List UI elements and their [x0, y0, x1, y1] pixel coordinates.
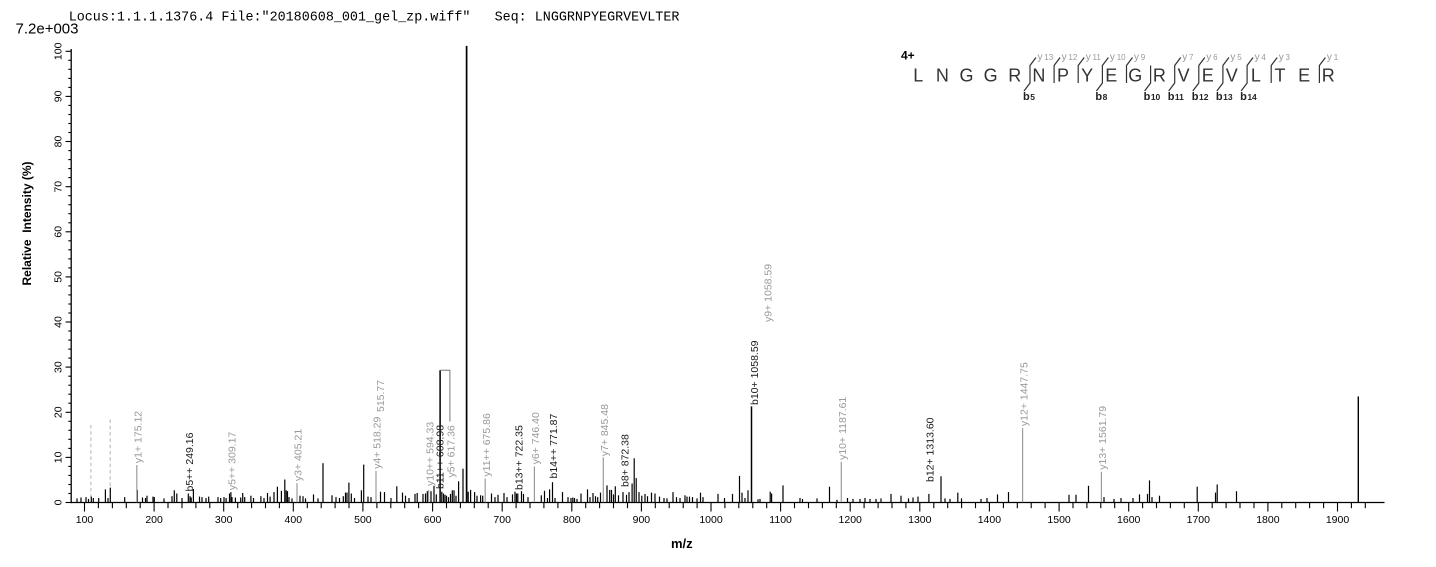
- svg-text:y7: y7: [1182, 52, 1194, 63]
- svg-text:y9: y9: [1134, 52, 1146, 63]
- svg-text:y12+ 1447.75: y12+ 1447.75: [1018, 362, 1030, 426]
- svg-text:1700: 1700: [1187, 514, 1211, 526]
- svg-text:N: N: [936, 65, 949, 85]
- svg-text:E: E: [1105, 65, 1117, 85]
- svg-text:y7+ 845.48: y7+ 845.48: [599, 404, 611, 456]
- svg-text:1900: 1900: [1326, 514, 1350, 526]
- svg-text:1200: 1200: [839, 514, 863, 526]
- svg-text:Y: Y: [1081, 65, 1093, 85]
- svg-text:y4+ 518.29: y4+ 518.29: [372, 416, 384, 468]
- svg-text:m/z: m/z: [671, 536, 693, 551]
- svg-text:y4: y4: [1255, 52, 1267, 63]
- svg-text:y9+ 1058.59: y9+ 1058.59: [763, 264, 775, 322]
- svg-text:y11++ 675.86: y11++ 675.86: [481, 413, 493, 477]
- svg-text:800: 800: [563, 514, 581, 526]
- svg-text:400: 400: [285, 514, 303, 526]
- svg-text:1100: 1100: [769, 514, 792, 526]
- svg-text:100: 100: [53, 42, 65, 60]
- svg-text:G: G: [984, 65, 998, 85]
- svg-text:0: 0: [53, 499, 65, 505]
- svg-text:b5: b5: [1023, 91, 1035, 103]
- svg-text:1000: 1000: [699, 514, 723, 526]
- svg-text:G: G: [959, 65, 973, 85]
- svg-text:L: L: [1251, 65, 1261, 85]
- svg-text:V: V: [1178, 65, 1190, 85]
- svg-text:1400: 1400: [978, 514, 1002, 526]
- svg-text:b13: b13: [1216, 91, 1233, 103]
- svg-text:20: 20: [53, 406, 65, 418]
- svg-text:y3: y3: [1279, 52, 1291, 63]
- svg-text:b13++ 722.35: b13++ 722.35: [514, 425, 526, 490]
- svg-text:R: R: [1153, 65, 1166, 85]
- svg-text:700: 700: [493, 514, 511, 526]
- svg-text:E: E: [1298, 65, 1310, 85]
- svg-text:80: 80: [53, 136, 65, 148]
- svg-text:b8+ 872.38: b8+ 872.38: [620, 434, 632, 487]
- svg-text:1300: 1300: [908, 514, 932, 526]
- svg-text:y13: y 13: [1038, 52, 1054, 63]
- svg-text:y10++ 594.33: y10++ 594.33: [424, 422, 436, 486]
- svg-text:T: T: [1275, 65, 1286, 85]
- svg-text:500: 500: [354, 514, 372, 526]
- svg-text:y3+ 405.21: y3+ 405.21: [293, 429, 305, 481]
- svg-text:600: 600: [424, 514, 442, 526]
- svg-text:y10: y 10: [1110, 52, 1126, 63]
- svg-text:y12: y 12: [1062, 52, 1078, 63]
- svg-text:y6+ 746.40: y6+ 746.40: [530, 412, 542, 464]
- svg-text:1600: 1600: [1117, 514, 1141, 526]
- svg-text:b10: b10: [1144, 91, 1161, 103]
- svg-text:b11: b11: [1168, 91, 1184, 103]
- svg-text:y1: y1: [1327, 52, 1339, 63]
- svg-text:300: 300: [215, 514, 233, 526]
- svg-text:N: N: [1032, 65, 1045, 85]
- svg-text:100: 100: [76, 514, 94, 526]
- svg-text:b12: b12: [1192, 91, 1209, 103]
- svg-text:200: 200: [145, 514, 163, 526]
- svg-text:90: 90: [53, 90, 65, 102]
- svg-text:60: 60: [53, 226, 65, 238]
- svg-text:R: R: [1322, 65, 1335, 85]
- svg-text:1500: 1500: [1047, 514, 1071, 526]
- svg-text:P: P: [1057, 65, 1069, 85]
- svg-text:y6: y6: [1206, 52, 1218, 63]
- svg-text:b8: b8: [1095, 91, 1107, 103]
- svg-text:y13+ 1561.79: y13+ 1561.79: [1097, 406, 1109, 470]
- svg-text:E: E: [1202, 65, 1214, 85]
- svg-text:30: 30: [53, 361, 65, 373]
- svg-text:y5++ 309.17: y5++ 309.17: [227, 432, 239, 491]
- svg-text:b5++ 249.16: b5++ 249.16: [184, 432, 196, 491]
- svg-text:b10+ 1058.59: b10+ 1058.59: [749, 340, 761, 405]
- svg-text:y5+ 617.36: y5+ 617.36: [446, 425, 458, 477]
- svg-text:b14: b14: [1240, 91, 1257, 103]
- svg-text:10: 10: [53, 451, 65, 463]
- svg-text:V: V: [1226, 65, 1238, 85]
- svg-text:b12+ 1313.60: b12+ 1313.60: [925, 417, 937, 482]
- svg-text:70: 70: [53, 181, 65, 193]
- svg-text:900: 900: [633, 514, 651, 526]
- svg-text:40: 40: [53, 316, 65, 328]
- svg-text:Relative Intensity (%): Relative Intensity (%): [20, 161, 34, 285]
- svg-text:y5: y5: [1230, 52, 1242, 63]
- svg-text:Locus:1.1.1.1376.4 File:"20180: Locus:1.1.1.1376.4 File:"20180608_001_ge…: [69, 11, 680, 26]
- svg-text:4+: 4+: [901, 49, 915, 63]
- svg-text:L: L: [913, 65, 923, 85]
- svg-text:R: R: [1008, 65, 1021, 85]
- svg-text:y10+ 1187.61: y10+ 1187.61: [837, 397, 849, 460]
- svg-text:y1+ 175.12: y1+ 175.12: [133, 411, 145, 463]
- svg-text:515.77: 515.77: [375, 380, 387, 412]
- svg-text:b14++ 771.87: b14++ 771.87: [548, 414, 560, 479]
- svg-text:y11: y 11: [1086, 52, 1102, 63]
- svg-text:7.2e+003: 7.2e+003: [16, 21, 79, 38]
- svg-text:1800: 1800: [1256, 514, 1280, 526]
- svg-text:G: G: [1128, 65, 1142, 85]
- svg-text:50: 50: [53, 271, 65, 283]
- svg-text:b11++ 608.98: b11++ 608.98: [434, 425, 446, 489]
